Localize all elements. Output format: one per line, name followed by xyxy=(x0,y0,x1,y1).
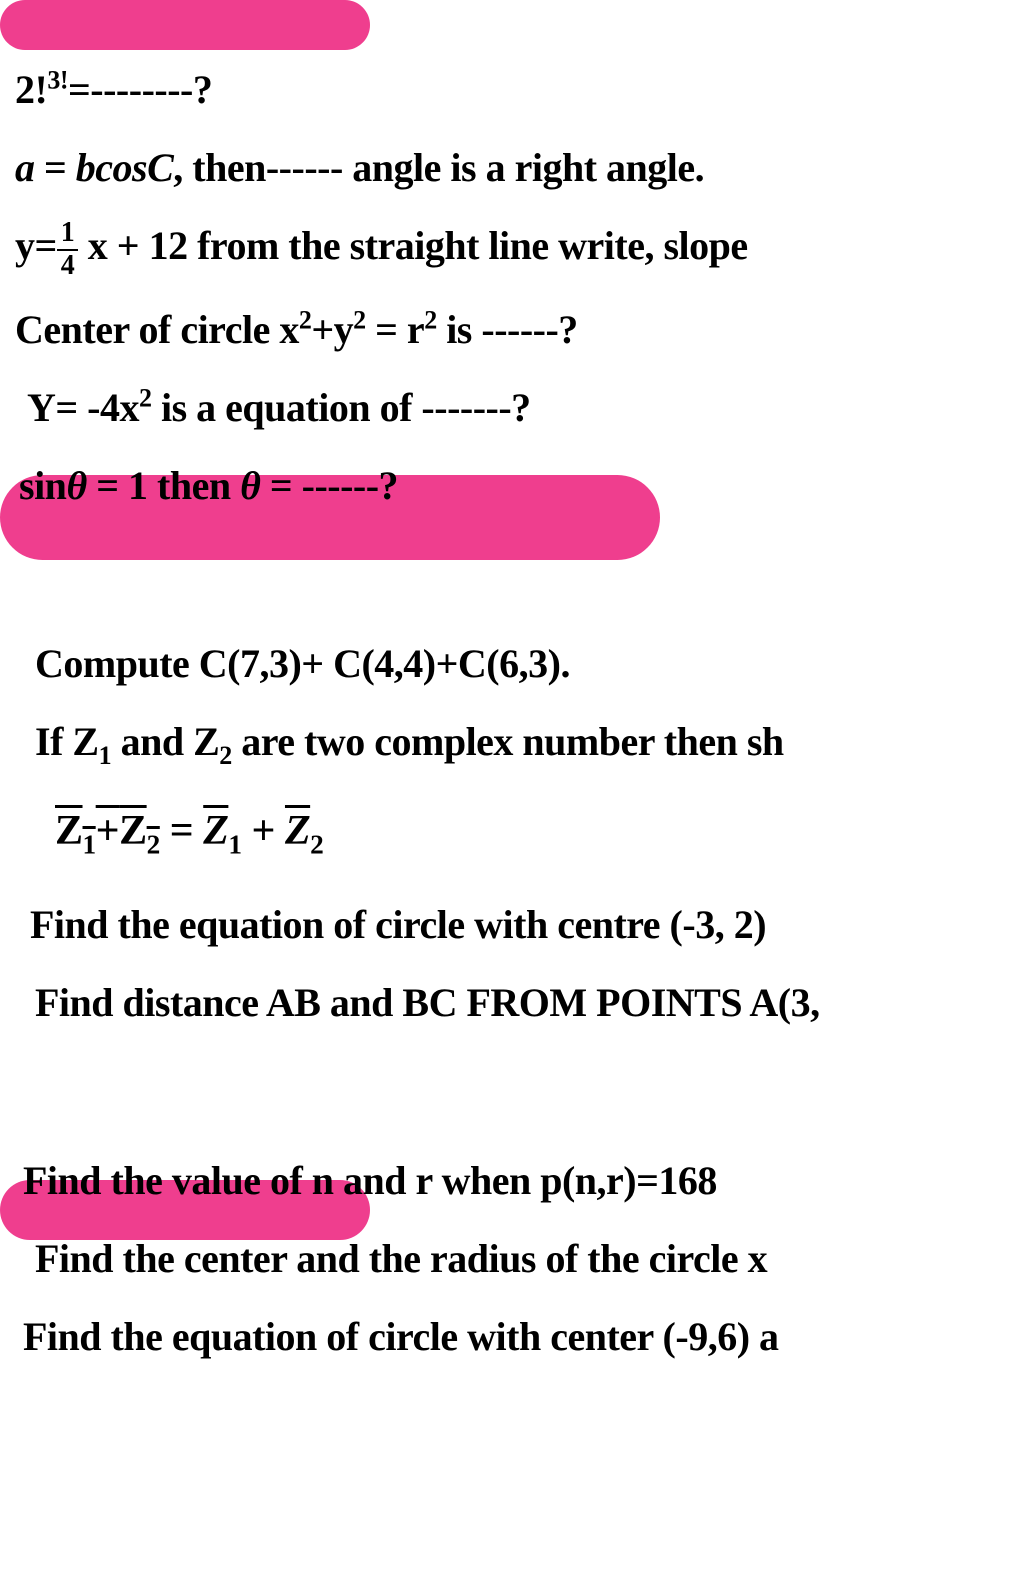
question-5: Y= -4x2 is a equation of -------? xyxy=(15,378,1024,438)
question-11: Find distance AB and BC FROM POINTS A(3, xyxy=(15,973,1024,1033)
document-content: 2!3!=--------? a = bcosC, then------ ang… xyxy=(15,20,1024,1367)
q8-a: If Z xyxy=(35,719,99,764)
q6-sin: sin xyxy=(19,463,66,508)
q8-s2: 2 xyxy=(219,741,232,770)
q11-text: Find distance AB and BC FROM POINTS A(3, xyxy=(35,980,820,1025)
eq-z1: Z xyxy=(55,808,83,854)
q4-b: +y xyxy=(311,307,353,352)
eq-z2: Z xyxy=(119,808,147,854)
question-2: a = bcosC, then------ angle is a right a… xyxy=(15,138,1024,198)
frac-num: 1 xyxy=(57,218,79,251)
question-4: Center of circle x2+y2 = r2 is ------? xyxy=(15,300,1024,360)
q12-text: Find the value of n and r when p(n,r)=16… xyxy=(23,1158,717,1203)
eq-left: Z1+Z2 xyxy=(55,808,160,854)
q2-bcosc: bcosC xyxy=(76,145,174,190)
eq-s2: 2 xyxy=(147,829,160,859)
q2-a: a xyxy=(15,145,35,190)
eq-z3: Z xyxy=(203,808,228,854)
q14-text: Find the equation of circle with center … xyxy=(23,1314,779,1359)
q1-sup: 3! xyxy=(47,66,68,95)
q6-theta1: θ xyxy=(66,463,86,508)
q1-text-c: =--------? xyxy=(68,67,212,112)
eq-s3: 1 xyxy=(228,829,241,859)
q5-b: is a equation of -------? xyxy=(152,385,531,430)
q1-text-a: 2! xyxy=(15,67,47,112)
q4-s3: 2 xyxy=(424,305,437,334)
q4-s1: 2 xyxy=(299,305,312,334)
q6-mid: = 1 then xyxy=(87,463,240,508)
q3-b: x + 12 from the straight line write, slo… xyxy=(78,223,747,268)
question-14: Find the equation of circle with center … xyxy=(15,1307,1024,1367)
question-13: Find the center and the radius of the ci… xyxy=(15,1229,1024,1289)
q2-eq: = xyxy=(35,145,76,190)
eq-s1: 1 xyxy=(83,829,96,859)
q4-a: Center of circle x xyxy=(15,307,299,352)
eq-z4: Z xyxy=(285,808,310,854)
eq-plus: + xyxy=(96,808,119,854)
q13-text: Find the center and the radius of the ci… xyxy=(35,1236,767,1281)
frac-den: 4 xyxy=(57,251,79,282)
question-7: Compute C(7,3)+ C(4,4)+C(6,3). xyxy=(15,634,1024,694)
q8-b: and Z xyxy=(111,719,219,764)
eq-s4: 2 xyxy=(310,829,323,859)
fraction: 14 xyxy=(57,218,79,282)
q4-s2: 2 xyxy=(353,305,366,334)
q8-s1: 1 xyxy=(99,741,112,770)
q2-rest: , then------ angle is a right angle. xyxy=(173,145,704,190)
equation-line: Z1+Z2 = Z1 + Z2 xyxy=(15,800,1024,865)
q3-a: y= xyxy=(15,223,57,268)
eq-plus2: + xyxy=(242,808,285,854)
question-6: sinθ = 1 then θ = ------? xyxy=(15,456,1024,516)
q6-theta2: θ xyxy=(240,463,260,508)
q4-c: = r xyxy=(366,307,425,352)
q5-a: Y= -4x xyxy=(27,385,139,430)
question-8: If Z1 and Z2 are two complex number then… xyxy=(15,712,1024,775)
q7-text: Compute C(7,3)+ C(4,4)+C(6,3). xyxy=(35,641,570,686)
eq-eq: = xyxy=(160,808,203,854)
q8-c: are two complex number then sh xyxy=(232,719,784,764)
q6-end: = ------? xyxy=(260,463,398,508)
q10-text: Find the equation of circle with centre … xyxy=(30,902,766,947)
question-3: y=14 x + 12 from the straight line write… xyxy=(15,216,1024,282)
q4-d: is ------? xyxy=(437,307,578,352)
question-1: 2!3!=--------? xyxy=(15,60,1024,120)
question-10: Find the equation of circle with centre … xyxy=(15,895,1024,955)
q5-sup: 2 xyxy=(139,383,152,412)
question-12: Find the value of n and r when p(n,r)=16… xyxy=(15,1151,1024,1211)
